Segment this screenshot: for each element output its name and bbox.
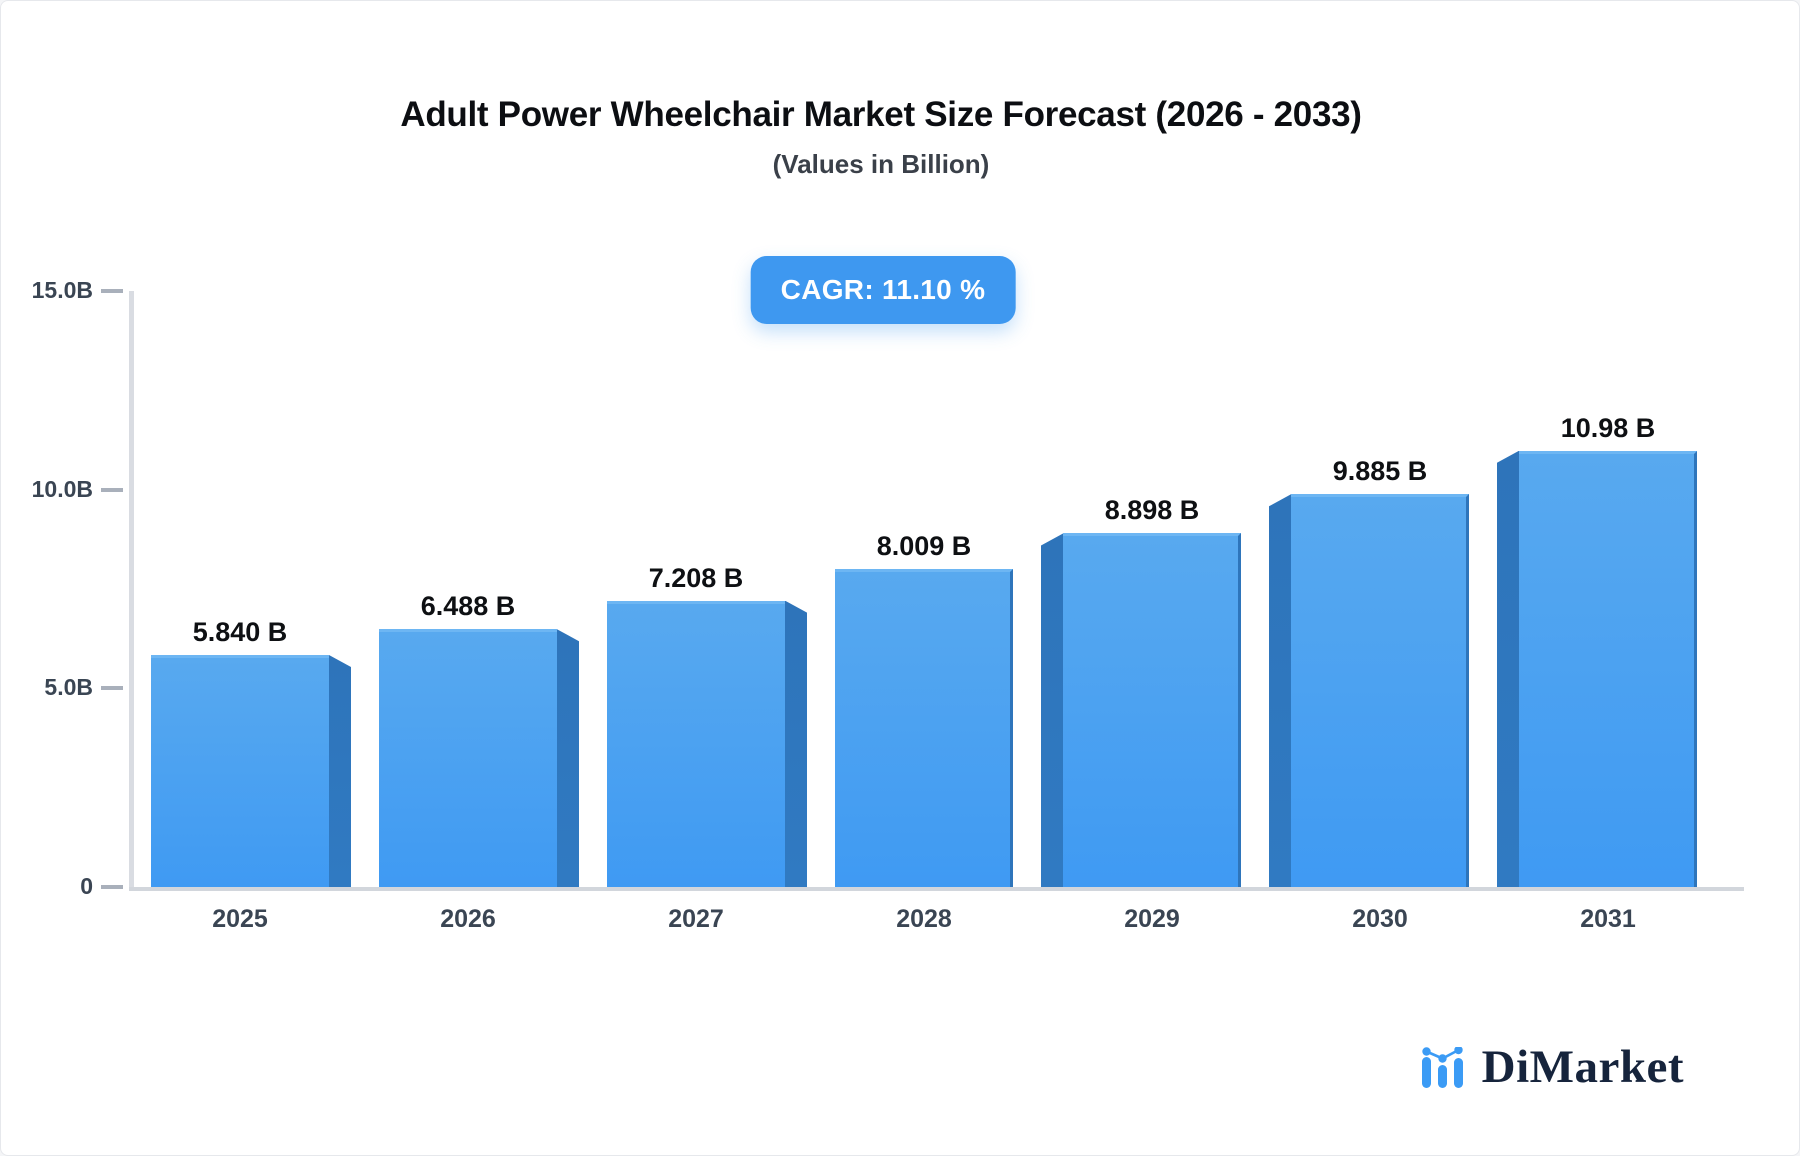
y-axis-tick [101, 487, 123, 492]
x-axis-label: 2028 [896, 905, 952, 933]
bar-value-label: 10.98 B [1560, 412, 1656, 443]
bar-value-label: 7.208 B [648, 562, 744, 593]
x-axis-label: 2025 [212, 905, 268, 933]
x-axis-label: 2029 [1124, 905, 1180, 933]
y-tick-label: 5.0B [44, 674, 93, 701]
y-tick-label: 15.0B [31, 277, 93, 303]
y-tick-label: 10.0B [31, 475, 93, 502]
chart-title: Adult Power Wheelchair Market Size Forec… [400, 95, 1362, 134]
bar-value-label: 5.840 B [192, 616, 288, 647]
x-axis-label: 2027 [668, 905, 724, 933]
bar-value-label: 9.885 B [1332, 456, 1428, 487]
x-axis-label: 2031 [1580, 905, 1636, 933]
y-tick-label: 0 [80, 873, 93, 899]
brand-logo: DiMarket [1421, 1041, 1684, 1093]
cagr-badge: CAGR: 11.10 % [750, 256, 1016, 324]
bar-front-face [151, 654, 329, 887]
bar-value-label: 8.898 B [1104, 495, 1200, 526]
y-axis-tick [101, 686, 123, 691]
bar-front-face [1291, 494, 1469, 887]
y-axis-line [129, 291, 134, 891]
y-axis-tick [101, 885, 123, 889]
y-axis-tick [101, 289, 123, 293]
bar-side-face [785, 600, 807, 887]
bar-side-face [557, 629, 579, 887]
bar-front-face [835, 568, 1013, 887]
bar-side-face [1041, 533, 1063, 887]
mini-bar-chart-logo-icon [1421, 1047, 1463, 1088]
bar-front-face [607, 600, 785, 887]
bar-value-label: 6.488 B [420, 591, 516, 622]
x-axis-label: 2030 [1352, 905, 1408, 933]
bar-value-label: 8.009 B [876, 530, 972, 561]
bar-front-face [1519, 450, 1697, 887]
bar-side-face [1269, 494, 1291, 887]
x-axis-label: 2026 [440, 905, 496, 933]
chart-subtitle: (Values in Billion) [772, 149, 990, 179]
bar-side-face [1497, 450, 1519, 887]
bar-front-face [1063, 533, 1241, 887]
bar-front-face [379, 629, 557, 887]
brand-name: DiMarket [1481, 1041, 1684, 1093]
x-axis-line [129, 887, 1744, 891]
bar-side-face [329, 654, 351, 887]
